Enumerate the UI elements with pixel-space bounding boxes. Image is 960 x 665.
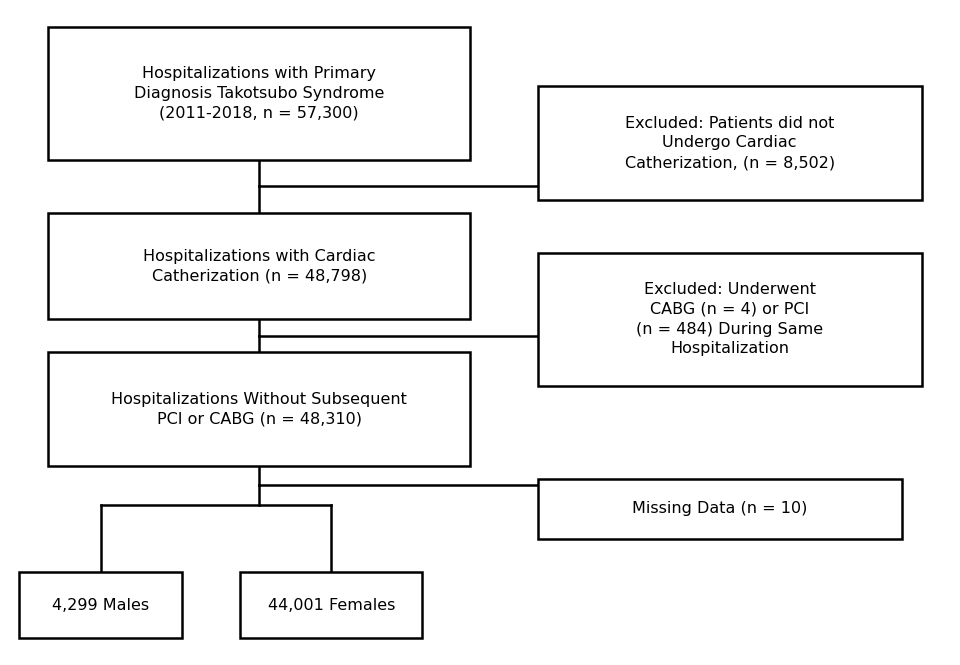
Text: Hospitalizations with Primary
Diagnosis Takotsubo Syndrome
(2011-2018, n = 57,30: Hospitalizations with Primary Diagnosis …: [134, 66, 384, 120]
Text: 44,001 Females: 44,001 Females: [268, 598, 395, 612]
Text: Missing Data (n = 10): Missing Data (n = 10): [633, 501, 807, 516]
FancyBboxPatch shape: [48, 213, 470, 319]
Text: Hospitalizations with Cardiac
Catherization (n = 48,798): Hospitalizations with Cardiac Catherizat…: [143, 249, 375, 283]
FancyBboxPatch shape: [19, 572, 182, 638]
FancyBboxPatch shape: [48, 27, 470, 160]
FancyBboxPatch shape: [538, 86, 922, 200]
Text: 4,299 Males: 4,299 Males: [52, 598, 150, 612]
FancyBboxPatch shape: [240, 572, 422, 638]
Text: Hospitalizations Without Subsequent
PCI or CABG (n = 48,310): Hospitalizations Without Subsequent PCI …: [111, 392, 407, 426]
Text: Excluded: Underwent
CABG (n = 4) or PCI
(n = 484) During Same
Hospitalization: Excluded: Underwent CABG (n = 4) or PCI …: [636, 282, 823, 356]
FancyBboxPatch shape: [538, 479, 902, 539]
FancyBboxPatch shape: [48, 352, 470, 466]
FancyBboxPatch shape: [538, 253, 922, 386]
Text: Excluded: Patients did not
Undergo Cardiac
Catherization, (n = 8,502): Excluded: Patients did not Undergo Cardi…: [625, 116, 834, 170]
